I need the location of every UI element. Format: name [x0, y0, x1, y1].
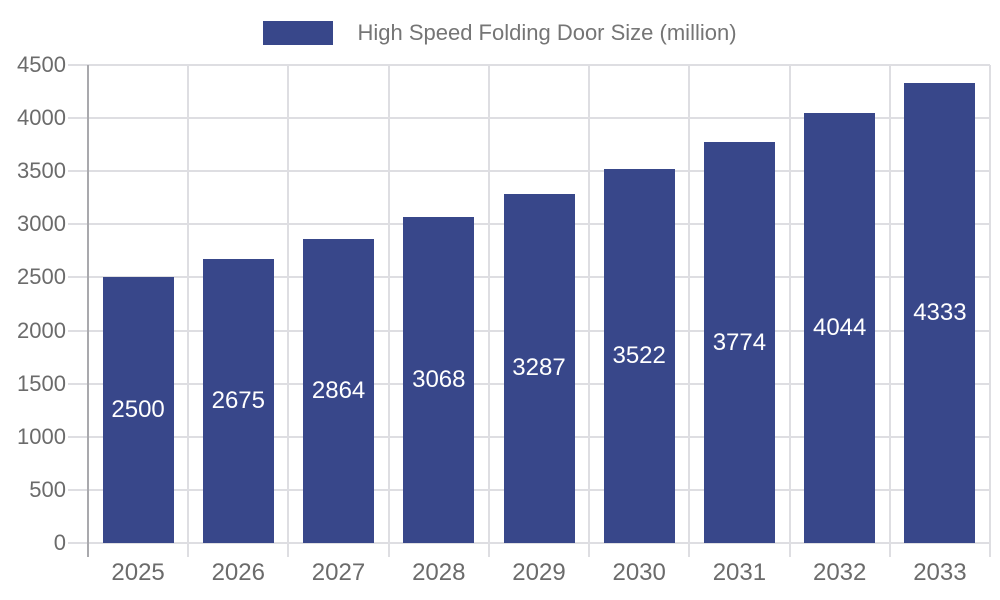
- y-axis-tick-label: 1000: [17, 423, 66, 449]
- x-axis-tick-label: 2031: [712, 559, 767, 586]
- legend-label: High Speed Folding Door Size (million): [357, 20, 737, 45]
- v-gridline: [989, 65, 991, 557]
- y-axis-line: [87, 65, 89, 557]
- bar-value-label: 2500: [111, 396, 165, 424]
- y-axis-tick-label: 4500: [17, 52, 66, 77]
- y-axis-tick-label: 3000: [17, 211, 66, 237]
- y-axis-tick-label: 4000: [17, 105, 66, 131]
- x-axis-tick-label: 2026: [211, 559, 265, 586]
- bar: 2500: [102, 277, 174, 543]
- bar: 4044: [804, 113, 876, 543]
- x-axis-tick-label: 2030: [612, 559, 666, 586]
- x-axis-tick-label: 2033: [913, 559, 967, 586]
- x-axis-tick-label: 2028: [412, 559, 466, 586]
- v-gridline: [788, 65, 791, 557]
- h-gridline: [68, 170, 990, 173]
- bar-value-label: 3522: [612, 341, 666, 369]
- bar: 3774: [703, 142, 775, 543]
- bar-value-label: 2675: [211, 386, 265, 414]
- bar-value-label: 3774: [712, 328, 767, 356]
- v-gridline: [487, 65, 490, 557]
- x-axis-tick-label: 2029: [512, 559, 566, 586]
- bar-value-label: 4044: [812, 314, 867, 342]
- bar-value-label: 4333: [913, 298, 967, 326]
- v-gridline: [187, 65, 190, 557]
- x-axis-tick-label: 2032: [812, 559, 867, 586]
- bar-value-label: 3068: [412, 366, 466, 394]
- h-gridline: [68, 117, 990, 120]
- v-gridline: [688, 65, 691, 557]
- legend-swatch: [263, 21, 334, 45]
- x-axis-tick-label: 2025: [111, 559, 165, 586]
- legend-item[interactable]: High Speed Folding Door Size (million): [0, 17, 1000, 49]
- v-gridline: [387, 65, 390, 557]
- h-gridline: [68, 64, 990, 66]
- x-axis-tick-label: 2027: [311, 559, 366, 586]
- h-gridline: [68, 542, 990, 544]
- bar-value-label: 3287: [512, 354, 566, 382]
- bar: 4333: [904, 82, 976, 543]
- bar: 3287: [503, 193, 575, 543]
- y-axis-tick-label: 1500: [17, 370, 66, 396]
- v-gridline: [287, 65, 290, 557]
- y-axis-tick-label: 2000: [17, 317, 66, 343]
- bar-value-label: 2864: [311, 376, 366, 404]
- y-axis-tick-label: 0: [53, 530, 66, 555]
- bar: 3522: [603, 168, 675, 543]
- bar: 2675: [202, 258, 274, 543]
- y-axis-tick-label: 3500: [17, 158, 66, 184]
- y-axis-tick-label: 500: [29, 476, 66, 502]
- bar: 2864: [303, 238, 375, 543]
- v-gridline: [588, 65, 591, 557]
- y-axis-tick-label: 2500: [17, 264, 66, 290]
- bar: 3068: [403, 217, 475, 543]
- v-gridline: [888, 65, 891, 557]
